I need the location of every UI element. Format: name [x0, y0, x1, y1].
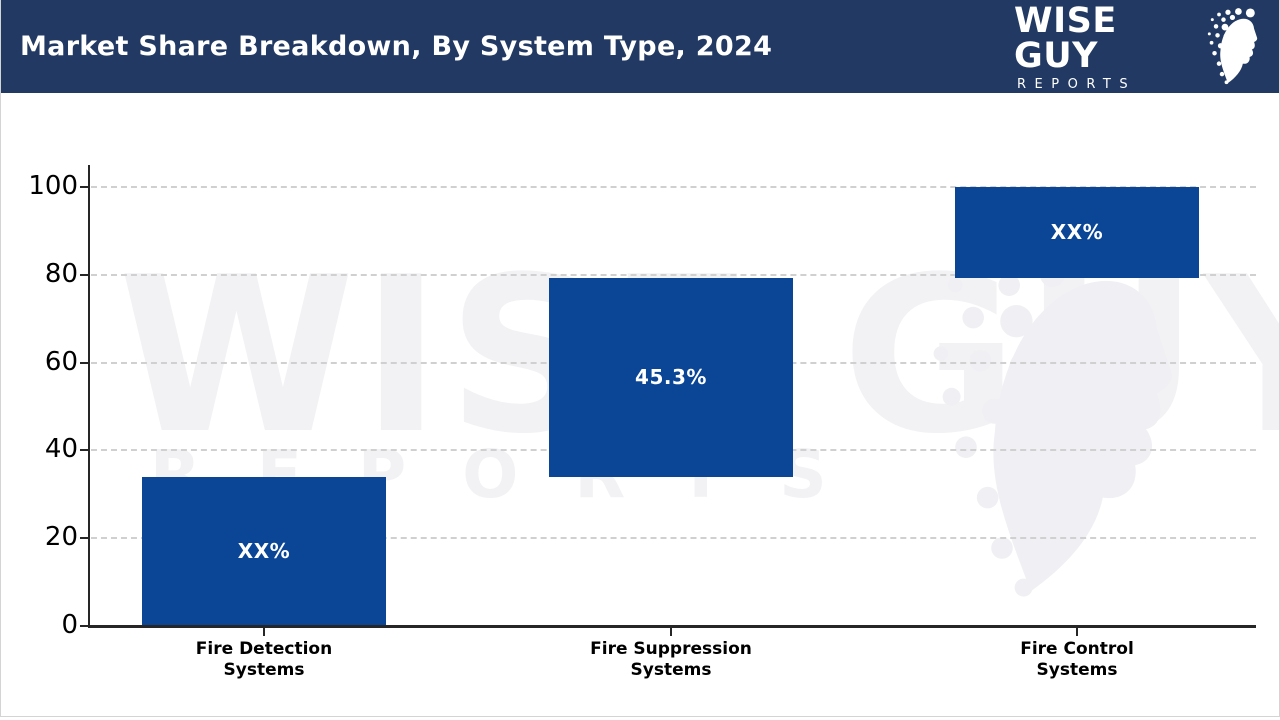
bar-value-label: 45.3%	[635, 365, 707, 390]
y-axis-line	[88, 165, 90, 627]
wise-guy-reports-logo: WISE GUY REPORTS	[1014, 1, 1266, 93]
logo-text: WISE GUY REPORTS	[1014, 1, 1192, 93]
logo-head-icon	[1207, 8, 1258, 85]
bar-value-label: XX%	[1050, 220, 1104, 245]
x-tick-mark	[670, 628, 672, 636]
y-tick-label: 100	[28, 171, 78, 201]
y-tick-label: 0	[61, 610, 78, 640]
x-tick-mark	[1076, 628, 1078, 636]
bar: XX%	[142, 476, 386, 626]
y-tick-label: 60	[44, 346, 78, 377]
bar-value-label: XX%	[237, 539, 291, 564]
y-tick-mark	[80, 361, 88, 364]
bar: 45.3%	[549, 277, 793, 477]
y-tick-mark	[80, 186, 88, 188]
x-category-label: Fire Control Systems	[1020, 639, 1134, 680]
y-tick-mark	[80, 449, 88, 452]
bar: XX%	[955, 187, 1199, 278]
gridline	[91, 186, 1256, 188]
y-tick-label: 80	[44, 258, 78, 289]
x-category-label: Fire Suppression Systems	[590, 639, 752, 680]
chart-title: Market Share Breakdown, By System Type, …	[20, 31, 773, 62]
y-tick-mark	[80, 625, 88, 627]
y-tick-label: 40	[44, 434, 78, 465]
y-tick-mark	[80, 273, 88, 276]
y-tick-label: 20	[44, 522, 78, 553]
x-tick-mark	[263, 628, 265, 636]
gridline	[91, 537, 1256, 540]
x-axis-line	[88, 625, 1256, 628]
y-tick-mark	[80, 537, 88, 540]
logo-wordmark: WISE GUY	[1014, 1, 1117, 76]
x-category-label: Fire Detection Systems	[195, 639, 333, 680]
gridline	[91, 273, 1256, 276]
logo-reports: REPORTS	[1017, 77, 1137, 92]
header-bar: Market Share Breakdown, By System Type, …	[0, 0, 1280, 93]
